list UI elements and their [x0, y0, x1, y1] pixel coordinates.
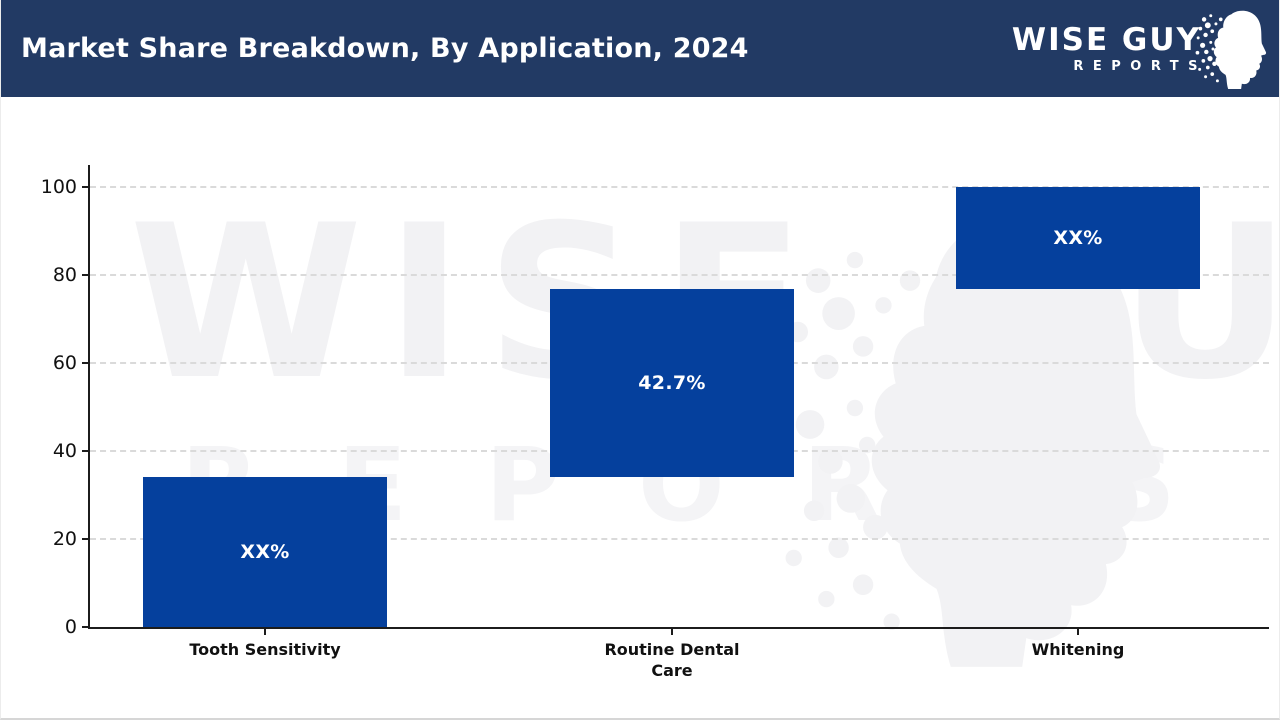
x-axis-category-label: Whitening: [1031, 640, 1125, 659]
y-axis-tick-mark: [82, 362, 90, 364]
x-axis-tick-mark: [264, 627, 266, 635]
x-axis-tick-mark: [671, 627, 673, 635]
header-band: Market Share Breakdown, By Application, …: [1, 0, 1279, 97]
bar-segment-1: XX%: [143, 476, 387, 627]
bar-value-label: XX%: [1053, 226, 1103, 249]
gridline: [90, 538, 1269, 540]
brand-logo: WISE GUY REPORTS: [1012, 0, 1267, 97]
page-title: Market Share Breakdown, By Application, …: [21, 33, 749, 64]
y-axis-tick-mark: [82, 450, 90, 452]
y-axis-tick-label: 0: [64, 616, 77, 638]
bar-segment-2: 42.7%: [550, 288, 794, 477]
y-axis-line: [88, 165, 90, 629]
bar-value-label: XX%: [240, 540, 290, 563]
y-axis-tick-mark: [82, 626, 90, 628]
bar-value-label: 42.7%: [638, 371, 706, 394]
brand-name: WISE GUY: [1011, 21, 1201, 58]
y-axis-tick-mark: [82, 538, 90, 540]
y-axis-tick-mark: [82, 186, 90, 188]
brand-logo-text: WISE GUY REPORTS: [1012, 23, 1201, 75]
gridline: [90, 186, 1269, 188]
face-profile-icon: [1195, 10, 1267, 89]
bar-segment-3: XX%: [956, 187, 1200, 289]
x-axis-category-label: Routine Dental Care: [604, 640, 740, 680]
y-axis-tick-mark: [82, 274, 90, 276]
x-axis-line: [88, 627, 1269, 629]
brand-subname: REPORTS: [1073, 58, 1207, 74]
y-axis-tick-label: 40: [52, 440, 77, 462]
gridline: [90, 274, 1269, 276]
bar-chart: WISE GUY REPORTS 020406080100XX%42.7%XX%…: [1, 97, 1279, 718]
y-axis-tick-label: 100: [40, 176, 77, 198]
y-axis-tick-label: 20: [52, 528, 77, 550]
y-axis-tick-label: 60: [52, 352, 77, 374]
x-axis-category-label: Tooth Sensitivity: [189, 640, 341, 659]
y-axis-tick-label: 80: [52, 264, 77, 286]
